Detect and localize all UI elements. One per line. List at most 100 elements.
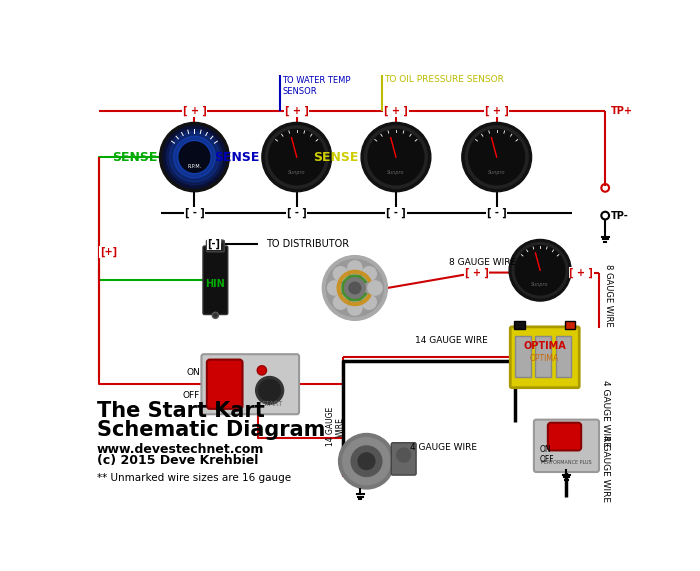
FancyBboxPatch shape: [510, 327, 579, 388]
Circle shape: [163, 126, 226, 188]
Circle shape: [351, 446, 382, 476]
Text: R.P.M.: R.P.M.: [188, 164, 202, 169]
Circle shape: [368, 281, 382, 295]
Circle shape: [160, 122, 230, 192]
Text: Sunpro: Sunpro: [531, 282, 549, 287]
Circle shape: [466, 126, 528, 188]
Text: OFF: OFF: [540, 455, 554, 464]
Text: www.devestechnet.com: www.devestechnet.com: [97, 443, 264, 456]
Text: [ + ]: [ + ]: [569, 267, 593, 278]
Circle shape: [469, 130, 524, 185]
Text: OPTIMA: OPTIMA: [530, 355, 559, 363]
Text: [ - ]: [ - ]: [287, 208, 307, 219]
Circle shape: [348, 261, 362, 275]
Circle shape: [179, 142, 210, 172]
Polygon shape: [169, 132, 220, 182]
Circle shape: [361, 122, 430, 192]
Text: 4 GAUGE WIRE: 4 GAUGE WIRE: [601, 380, 610, 447]
Circle shape: [349, 282, 360, 294]
Circle shape: [344, 278, 365, 298]
Text: Sunpro: Sunpro: [288, 170, 305, 175]
Bar: [515, 336, 531, 377]
Text: Sunpro: Sunpro: [387, 170, 405, 175]
Text: HIN: HIN: [206, 279, 225, 289]
Circle shape: [348, 301, 362, 315]
Text: [ - ]: [ - ]: [486, 208, 507, 219]
Circle shape: [328, 281, 342, 295]
Text: The Start Kart: The Start Kart: [97, 401, 265, 421]
Circle shape: [368, 130, 423, 185]
Text: [ + ]: [ + ]: [465, 267, 489, 278]
FancyBboxPatch shape: [534, 420, 599, 472]
Circle shape: [358, 453, 375, 469]
FancyBboxPatch shape: [391, 443, 416, 475]
Text: ON: ON: [186, 368, 200, 377]
Text: Sunpro: Sunpro: [488, 170, 505, 175]
Text: 4 GAUGE WIRE: 4 GAUGE WIRE: [601, 436, 610, 502]
Text: 14 GAUGE
WIRE: 14 GAUGE WIRE: [326, 407, 345, 446]
Text: [ + ]: [ + ]: [485, 106, 509, 116]
Bar: [514, 321, 525, 329]
Circle shape: [462, 122, 531, 192]
Circle shape: [217, 239, 222, 244]
FancyBboxPatch shape: [202, 354, 299, 414]
Text: SENSE: SENSE: [214, 151, 260, 163]
Circle shape: [257, 366, 267, 375]
Circle shape: [256, 376, 284, 404]
Circle shape: [343, 437, 390, 485]
Text: 8 GAUGE WIRE: 8 GAUGE WIRE: [449, 258, 517, 267]
Circle shape: [333, 295, 348, 309]
Circle shape: [362, 267, 377, 281]
Circle shape: [515, 246, 565, 295]
Text: ** Unmarked wire sizes are 16 gauge: ** Unmarked wire sizes are 16 gauge: [97, 473, 291, 482]
Circle shape: [362, 295, 377, 309]
Text: [ - ]: [ - ]: [386, 208, 406, 219]
Circle shape: [265, 126, 328, 188]
Circle shape: [326, 259, 384, 316]
Text: [+]: [+]: [100, 247, 117, 257]
Text: [ + ]: [ + ]: [183, 106, 206, 116]
Text: [ - ]: [ - ]: [185, 208, 204, 219]
Text: OPTIMA: OPTIMA: [524, 341, 566, 352]
Circle shape: [339, 433, 394, 489]
Circle shape: [509, 239, 571, 301]
Text: SENSE: SENSE: [314, 151, 358, 163]
Text: PERFORMANCE PLUS: PERFORMANCE PLUS: [541, 460, 592, 465]
Text: TO WATER TEMP
SENSOR: TO WATER TEMP SENSOR: [282, 76, 351, 95]
Bar: [564, 321, 575, 329]
Circle shape: [333, 267, 348, 281]
Text: TP+: TP+: [610, 106, 633, 116]
Text: [-]: [-]: [207, 239, 220, 249]
Text: TO OIL PRESSURE SENSOR: TO OIL PRESSURE SENSOR: [384, 75, 504, 84]
Polygon shape: [178, 140, 211, 174]
Circle shape: [397, 448, 411, 462]
Circle shape: [512, 243, 568, 298]
Bar: [556, 336, 571, 377]
Text: OFF: OFF: [183, 391, 200, 400]
Text: [ + ]: [ + ]: [384, 106, 408, 116]
Text: Schematic Diagram: Schematic Diagram: [97, 420, 326, 440]
Text: [ + ]: [ + ]: [285, 106, 309, 116]
Polygon shape: [167, 130, 223, 185]
Circle shape: [365, 126, 427, 188]
Bar: [536, 336, 551, 377]
Text: SENSE: SENSE: [112, 151, 158, 163]
Text: 14 GAUGE WIRE: 14 GAUGE WIRE: [415, 336, 488, 345]
Circle shape: [212, 312, 218, 319]
Text: (c) 2015 Deve Krehbiel: (c) 2015 Deve Krehbiel: [97, 453, 258, 467]
Circle shape: [209, 239, 214, 244]
Text: START: START: [261, 401, 283, 407]
Text: TO DISTRIBUTOR: TO DISTRIBUTOR: [266, 239, 349, 249]
Polygon shape: [174, 136, 216, 178]
Circle shape: [259, 380, 281, 401]
Circle shape: [269, 130, 325, 185]
Circle shape: [262, 122, 332, 192]
FancyBboxPatch shape: [548, 423, 581, 451]
Text: 4 GAUGE WIRE: 4 GAUGE WIRE: [410, 443, 477, 452]
Text: ON: ON: [540, 445, 552, 454]
Text: TP-: TP-: [610, 211, 629, 220]
FancyBboxPatch shape: [206, 240, 224, 252]
FancyBboxPatch shape: [207, 360, 242, 409]
Text: 8 GAUGE WIRE: 8 GAUGE WIRE: [604, 264, 612, 327]
Circle shape: [322, 256, 387, 320]
